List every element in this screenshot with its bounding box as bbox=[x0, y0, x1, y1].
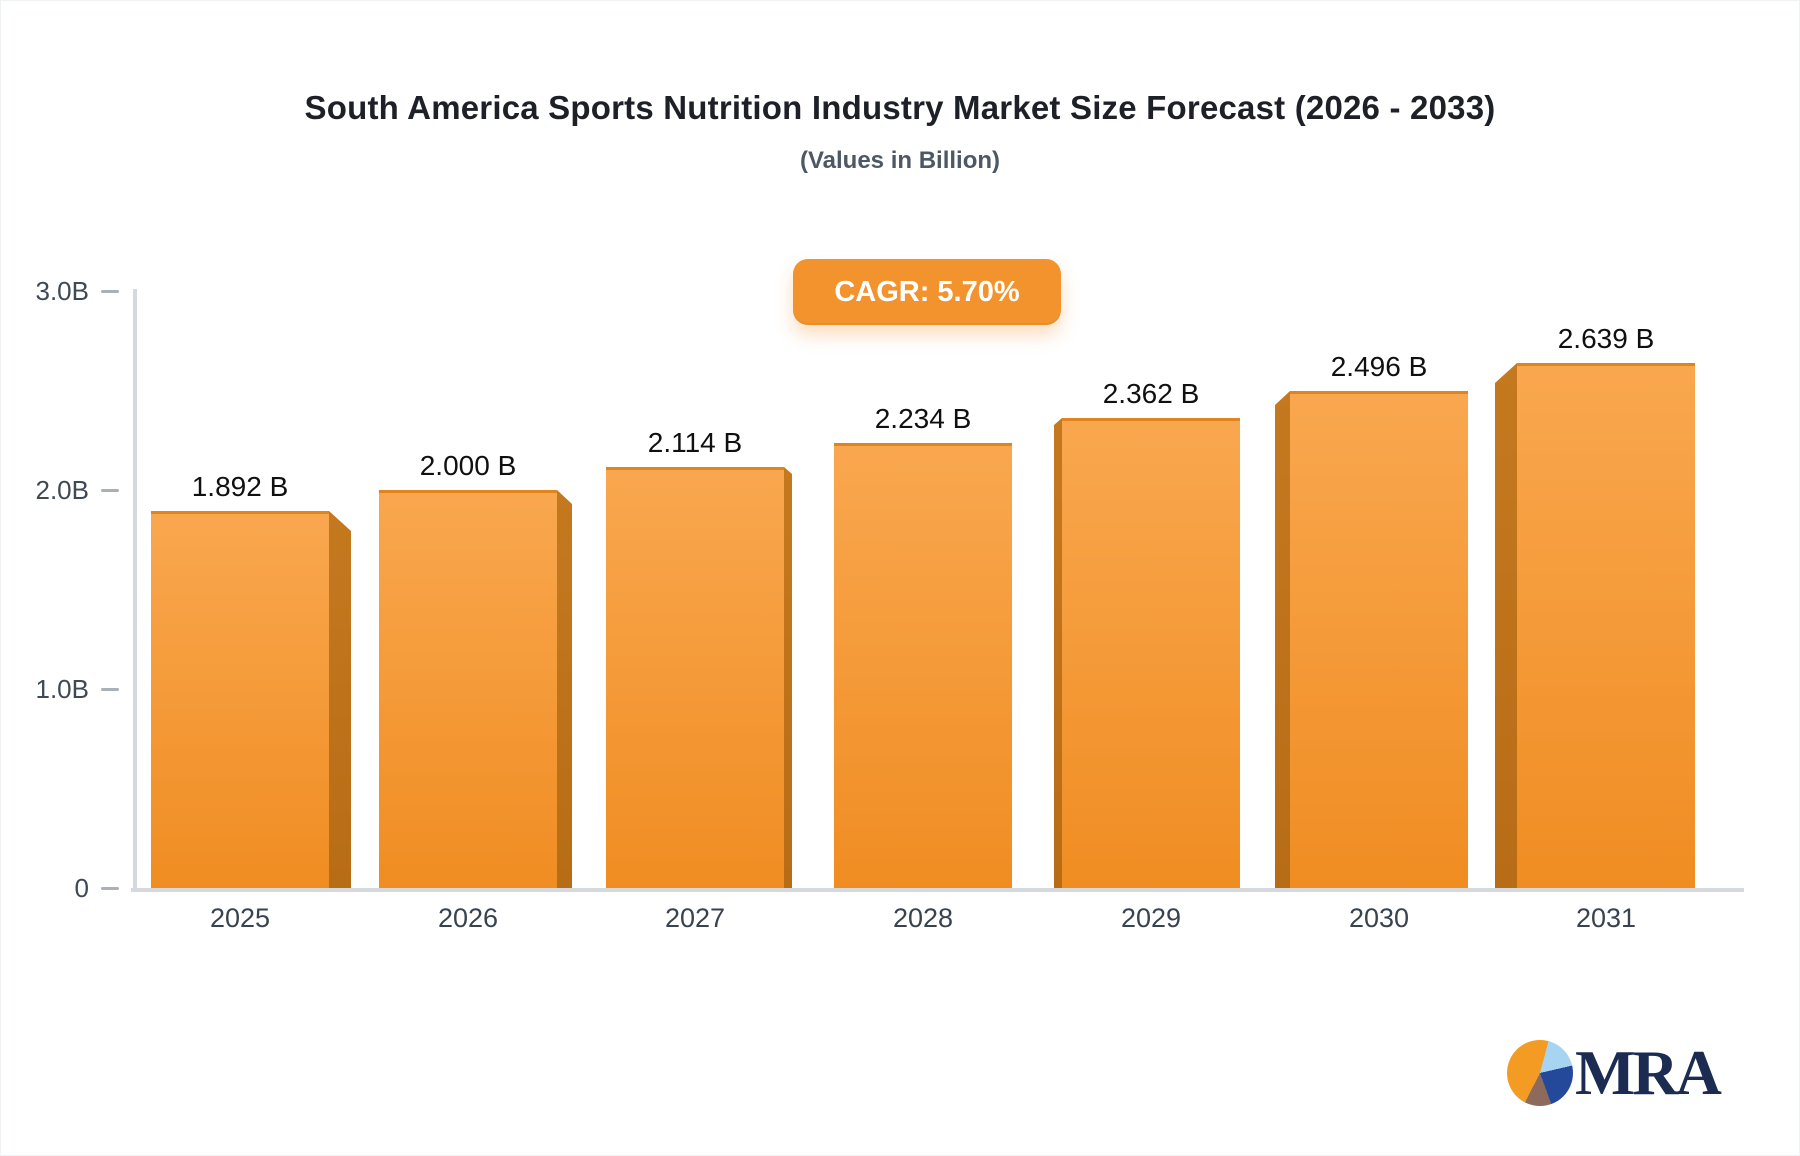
bar-value-label: 2.639 B bbox=[1557, 323, 1655, 354]
y-axis-tick bbox=[101, 289, 119, 293]
y-axis-tick bbox=[101, 488, 119, 492]
chart-subtitle: (Values in Billion) bbox=[799, 147, 1001, 174]
bar-value-label: 2.496 B bbox=[1330, 351, 1428, 382]
x-axis-label-2031: 2031 bbox=[1575, 903, 1637, 933]
y-axis-tick-label: 0 bbox=[74, 873, 89, 903]
y-axis-tick-label: 1.0B bbox=[35, 674, 90, 704]
bar-2029[interactable] bbox=[1062, 418, 1240, 888]
x-axis-label-2028: 2028 bbox=[892, 903, 954, 933]
bar-2026[interactable] bbox=[379, 490, 557, 888]
x-axis-label-2025: 2025 bbox=[209, 903, 271, 933]
pie-chart-logo-icon bbox=[1507, 1040, 1573, 1106]
bar-value-label: 2.114 B bbox=[647, 427, 743, 458]
bar-side-face bbox=[329, 511, 351, 888]
brand-logo: MRA bbox=[1507, 1031, 1722, 1115]
bar-value-label: 2.000 B bbox=[419, 450, 517, 481]
bar-2027[interactable] bbox=[606, 467, 784, 888]
x-axis-line bbox=[131, 888, 1744, 892]
bar-2028[interactable] bbox=[834, 443, 1012, 888]
bar-side-face bbox=[784, 467, 792, 888]
x-axis-label-2027: 2027 bbox=[664, 903, 726, 933]
bar-value-label: 1.892 B bbox=[191, 471, 289, 502]
bar-side-face bbox=[557, 490, 572, 888]
bar-2031[interactable] bbox=[1517, 363, 1695, 888]
x-axis-label-2026: 2026 bbox=[437, 903, 499, 933]
y-axis-tick bbox=[101, 886, 119, 890]
cagr-badge: CAGR: 5.70% bbox=[793, 259, 1061, 325]
y-axis-line bbox=[133, 289, 137, 892]
bar-side-face bbox=[1495, 363, 1517, 888]
bar-side-face bbox=[1054, 418, 1062, 888]
bar-value-label: 2.234 B bbox=[874, 403, 972, 434]
chart-title: South America Sports Nutrition Industry … bbox=[304, 89, 1496, 126]
bar-side-face bbox=[1275, 391, 1290, 888]
x-axis-label-2029: 2029 bbox=[1120, 903, 1182, 933]
bar-2025[interactable] bbox=[151, 511, 329, 888]
bar-value-label: 2.362 B bbox=[1102, 378, 1200, 409]
y-axis-tick-label: 3.0B bbox=[35, 276, 90, 306]
y-axis-tick-label: 2.0B bbox=[35, 475, 90, 505]
y-axis-tick bbox=[101, 687, 119, 691]
x-axis-label-2030: 2030 bbox=[1348, 903, 1410, 933]
brand-logo-text: MRA bbox=[1575, 1037, 1722, 1108]
bar-2030[interactable] bbox=[1290, 391, 1468, 888]
